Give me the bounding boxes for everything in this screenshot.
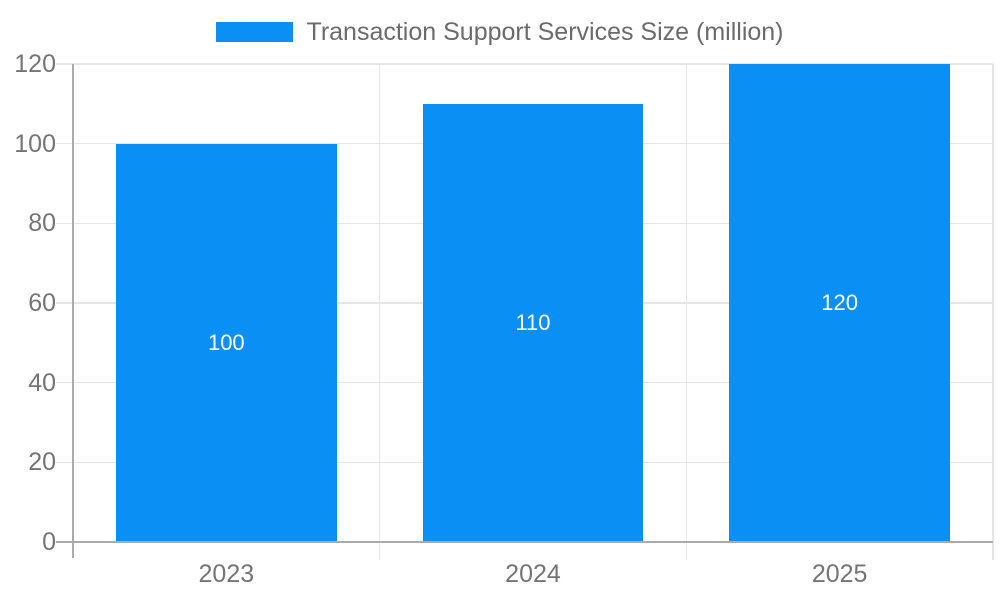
x-axis-tick-label: 2023 xyxy=(198,560,255,588)
bar-value-label: 110 xyxy=(515,309,551,335)
x-axis-tick-label: 2025 xyxy=(811,560,868,588)
y-axis-tick-label: 20 xyxy=(28,448,56,477)
x-gridline xyxy=(378,64,381,560)
legend-item[interactable]: Transaction Support Services Size (milli… xyxy=(0,16,1000,48)
bar-value-label: 120 xyxy=(821,290,859,315)
bar-2024[interactable]: 110 xyxy=(422,103,644,542)
y-axis-tick-label: 120 xyxy=(14,50,56,78)
y-axis-tick-label: 60 xyxy=(28,289,56,317)
bar-2025[interactable]: 120 xyxy=(729,64,951,542)
y-axis-tick-label: 40 xyxy=(28,368,56,397)
plot-area: 0 20 40 60 80 100 120 100 110 120 2023 2024 2025 xyxy=(14,50,994,588)
x-axis-tick-label: 2024 xyxy=(505,560,561,588)
bar-2023[interactable]: 100 xyxy=(115,143,337,542)
legend-color-swatch xyxy=(216,22,294,42)
x-gridline xyxy=(685,64,688,560)
x-axis-line xyxy=(56,540,993,544)
y-axis-tick-label: 80 xyxy=(28,209,56,238)
y-gridline xyxy=(56,63,993,65)
y-axis-line xyxy=(72,64,74,558)
x-gridline xyxy=(992,64,994,560)
legend-label: Transaction Support Services Size (milli… xyxy=(306,18,784,46)
y-axis-tick-label: 100 xyxy=(14,129,56,158)
y-axis-tick-label: 0 xyxy=(42,528,56,556)
bar-value-label: 100 xyxy=(207,329,245,355)
